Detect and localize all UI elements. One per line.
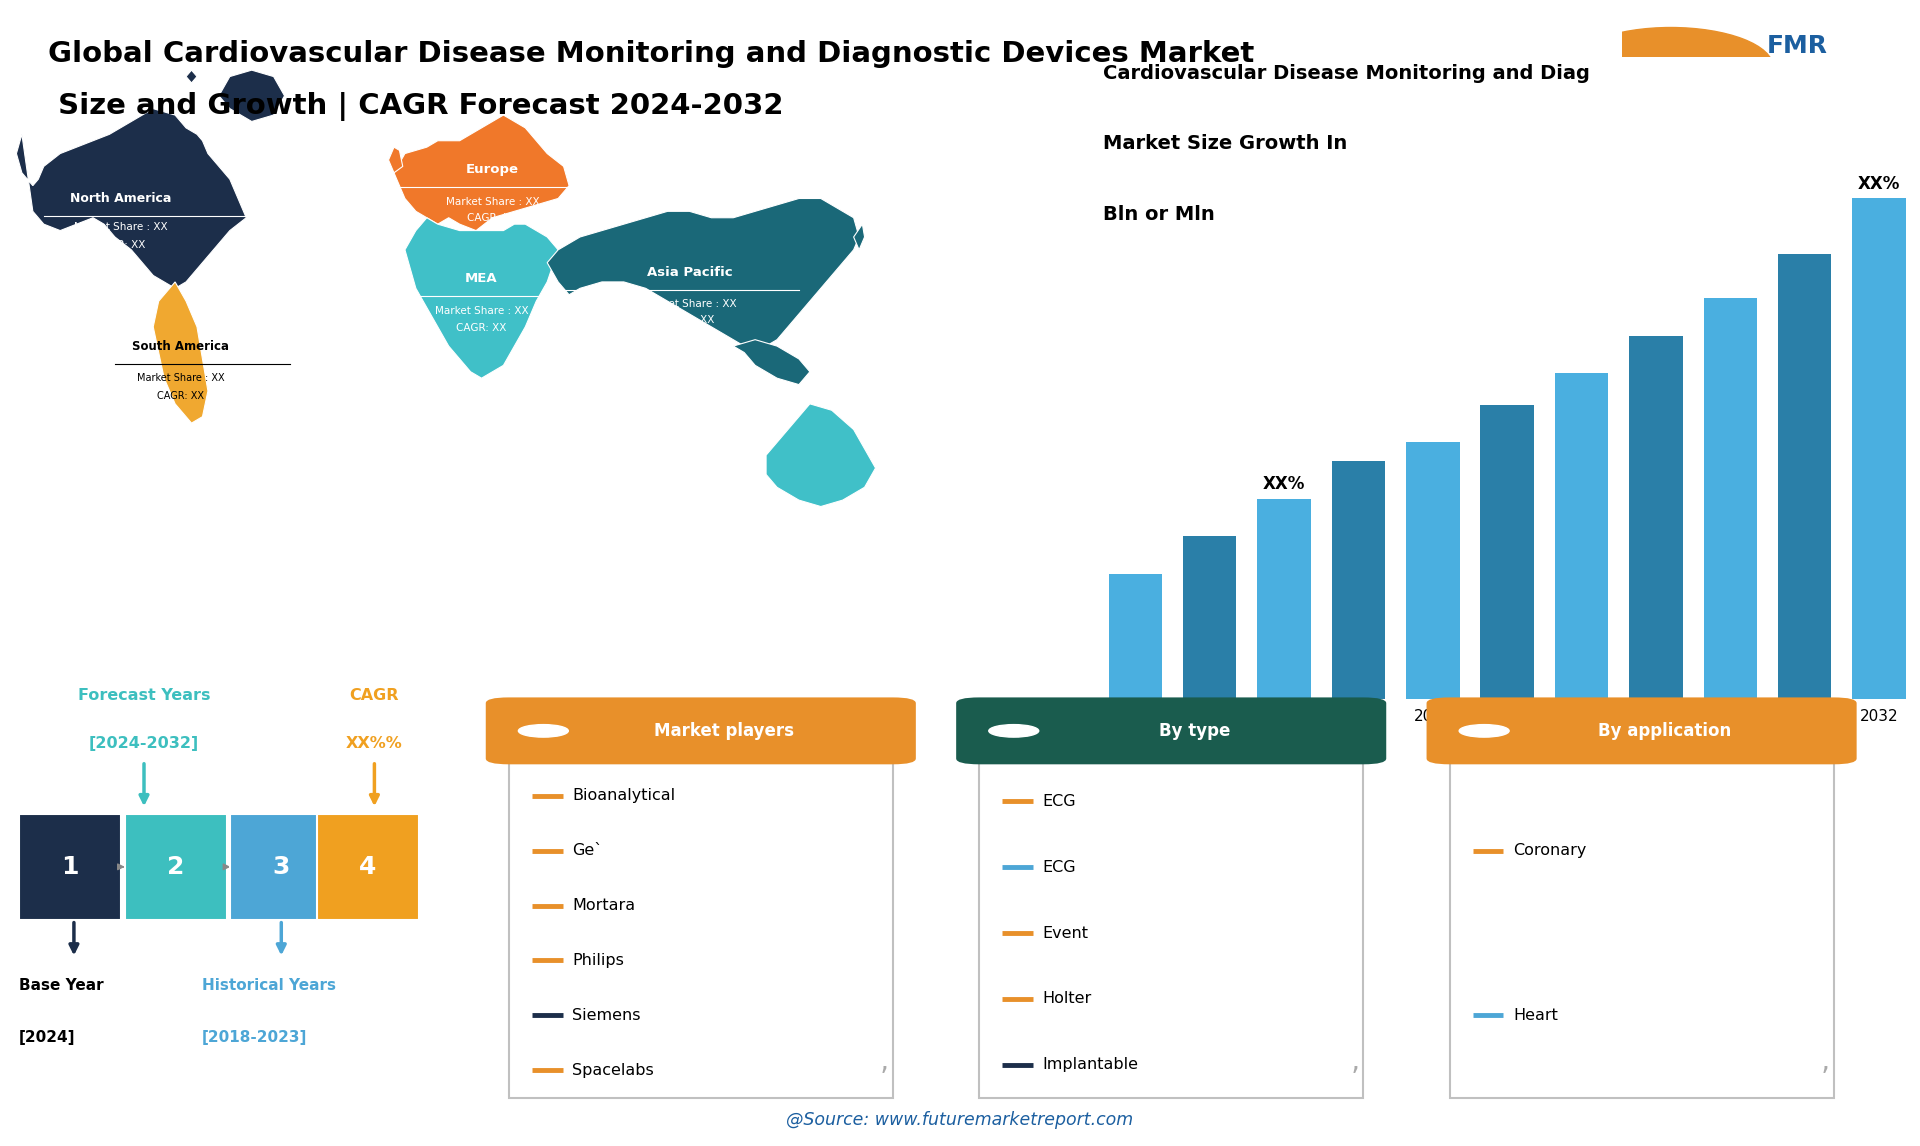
Circle shape	[1459, 724, 1509, 737]
Text: CAGR: XX: CAGR: XX	[457, 323, 507, 333]
Bar	[1703, 298, 1757, 699]
Circle shape	[1569, 28, 1772, 105]
Bar	[1853, 197, 1907, 699]
Bar	[1778, 254, 1832, 699]
Polygon shape	[733, 339, 810, 385]
Polygon shape	[388, 147, 403, 173]
Text: Event: Event	[1043, 926, 1089, 941]
Text: ’: ’	[1350, 1065, 1359, 1093]
FancyBboxPatch shape	[979, 763, 1363, 1098]
FancyBboxPatch shape	[486, 698, 916, 764]
Text: 3: 3	[273, 855, 290, 879]
Text: Heart: Heart	[1513, 1008, 1557, 1023]
Polygon shape	[854, 225, 864, 250]
Text: North America: North America	[69, 193, 171, 205]
FancyBboxPatch shape	[125, 814, 227, 920]
Text: XX%: XX%	[1263, 476, 1306, 494]
Text: Base Year: Base Year	[19, 978, 104, 992]
Text: [2018-2023]: [2018-2023]	[202, 1030, 307, 1045]
Text: Implantable: Implantable	[1043, 1058, 1139, 1073]
Polygon shape	[17, 109, 246, 289]
FancyBboxPatch shape	[956, 698, 1386, 764]
Bar	[1480, 405, 1534, 699]
Text: Market Share : XX: Market Share : XX	[434, 306, 528, 316]
Text: Spacelabs: Spacelabs	[572, 1062, 655, 1078]
Text: By type: By type	[1158, 722, 1231, 740]
Text: [2024]: [2024]	[19, 1030, 75, 1045]
Text: 2: 2	[167, 855, 184, 879]
Text: By application: By application	[1597, 722, 1732, 740]
Bar	[1108, 574, 1162, 699]
Text: 🌿: 🌿	[1665, 57, 1676, 76]
Text: CAGR: XX: CAGR: XX	[96, 240, 146, 250]
Text: CAGR: XX: CAGR: XX	[664, 315, 714, 325]
Text: Bln or Mln: Bln or Mln	[1102, 205, 1215, 223]
Circle shape	[989, 724, 1039, 737]
Bar	[1405, 442, 1459, 699]
Polygon shape	[186, 70, 198, 83]
FancyBboxPatch shape	[1427, 698, 1857, 764]
Text: 4: 4	[359, 855, 376, 879]
Text: Historical Years: Historical Years	[202, 978, 336, 992]
Text: Market Share : XX: Market Share : XX	[136, 374, 225, 383]
Text: MEA: MEA	[465, 273, 497, 285]
Bar	[1258, 499, 1311, 699]
Text: @Source: www.futuremarketreport.com: @Source: www.futuremarketreport.com	[787, 1110, 1133, 1129]
Polygon shape	[154, 282, 207, 423]
Text: Asia Pacific: Asia Pacific	[647, 266, 732, 278]
FancyBboxPatch shape	[509, 763, 893, 1098]
Text: ECG: ECG	[1043, 860, 1077, 874]
Text: Size and Growth | CAGR Forecast 2024-2032: Size and Growth | CAGR Forecast 2024-203…	[48, 92, 783, 120]
Polygon shape	[547, 198, 858, 353]
FancyBboxPatch shape	[317, 814, 419, 920]
Text: CAGR: XX: CAGR: XX	[157, 391, 204, 401]
Text: Market Share : XX: Market Share : XX	[445, 197, 540, 206]
FancyBboxPatch shape	[19, 814, 121, 920]
Circle shape	[518, 724, 568, 737]
Text: ’: ’	[879, 1065, 889, 1093]
Text: Cardiovascular Disease Monitoring and Diag: Cardiovascular Disease Monitoring and Di…	[1102, 64, 1590, 83]
Text: ’: ’	[1820, 1065, 1830, 1093]
Text: FMR: FMR	[1766, 34, 1828, 58]
Text: Market players: Market players	[655, 722, 793, 740]
Text: Mortara: Mortara	[572, 898, 636, 913]
Polygon shape	[219, 70, 284, 121]
Text: Global Cardiovascular Disease Monitoring and Diagnostic Devices Market: Global Cardiovascular Disease Monitoring…	[48, 40, 1254, 68]
Text: Philips: Philips	[572, 953, 624, 968]
Polygon shape	[405, 218, 559, 378]
Text: CAGR: XX: CAGR: XX	[467, 213, 518, 222]
Text: Holter: Holter	[1043, 991, 1092, 1006]
Text: XX%%: XX%%	[346, 737, 403, 752]
FancyBboxPatch shape	[1450, 763, 1834, 1098]
Text: FUTURE MARKET REPORT: FUTURE MARKET REPORT	[1749, 72, 1845, 81]
Bar	[1555, 374, 1609, 699]
Text: Bioanalytical: Bioanalytical	[572, 788, 676, 803]
Text: [2024-2032]: [2024-2032]	[88, 737, 200, 752]
Text: Market Share : XX: Market Share : XX	[643, 299, 735, 309]
FancyBboxPatch shape	[230, 814, 332, 920]
Bar	[1183, 536, 1236, 699]
Bar	[1630, 336, 1682, 699]
Polygon shape	[394, 115, 568, 230]
Text: Siemens: Siemens	[572, 1008, 641, 1023]
Polygon shape	[766, 403, 876, 507]
Text: Market Share : XX: Market Share : XX	[73, 222, 167, 233]
Text: Forecast Years: Forecast Years	[77, 689, 211, 704]
Text: CAGR: CAGR	[349, 689, 399, 704]
Bar	[1332, 461, 1384, 699]
Text: XX%: XX%	[1859, 174, 1901, 193]
Text: ECG: ECG	[1043, 794, 1077, 809]
Text: Europe: Europe	[467, 163, 518, 176]
Text: Ge`: Ge`	[572, 843, 603, 858]
Text: Coronary: Coronary	[1513, 843, 1586, 858]
Text: South America: South America	[132, 339, 228, 353]
Text: Market Size Growth In: Market Size Growth In	[1102, 134, 1348, 154]
Text: 1: 1	[61, 855, 79, 879]
